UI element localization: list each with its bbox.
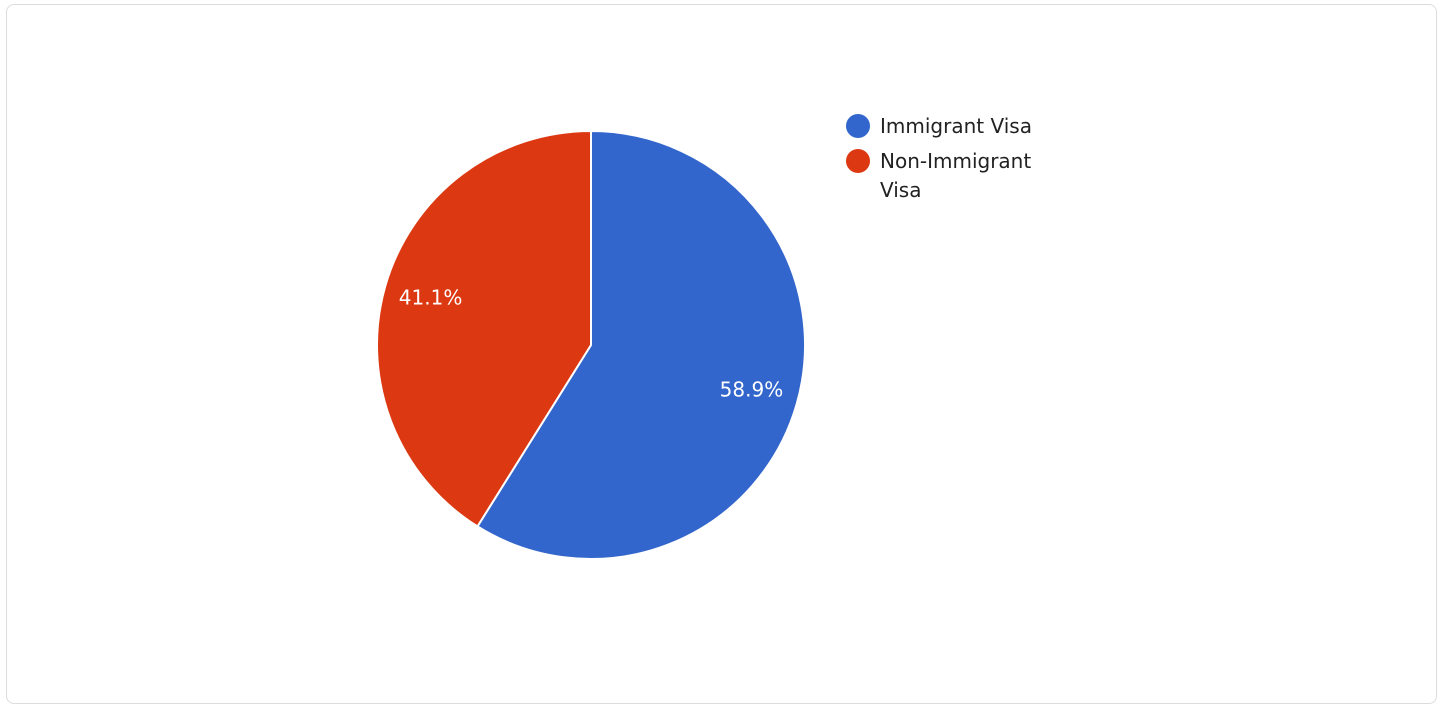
legend-item-immigrant-visa[interactable]: Immigrant Visa xyxy=(846,112,1086,141)
legend-label-immigrant-visa: Immigrant Visa xyxy=(880,114,1032,138)
chart-legend: Immigrant Visa Non-Immigrant Visa xyxy=(846,112,1086,211)
slice-value-label-non-immigrant-visa: 41.1% xyxy=(399,285,463,309)
pie-slice-immigrant-visa[interactable] xyxy=(476,129,806,560)
slice-value-label-immigrant-visa: 58.9% xyxy=(720,378,784,402)
legend-swatch-non-immigrant-visa xyxy=(846,149,870,173)
pie-slice-non-immigrant-visa[interactable] xyxy=(376,129,592,528)
legend-label-non-immigrant-visa: Non-Immigrant Visa xyxy=(880,149,1032,202)
legend-swatch-immigrant-visa xyxy=(846,114,870,138)
legend-item-non-immigrant-visa[interactable]: Non-Immigrant Visa xyxy=(846,147,1086,205)
